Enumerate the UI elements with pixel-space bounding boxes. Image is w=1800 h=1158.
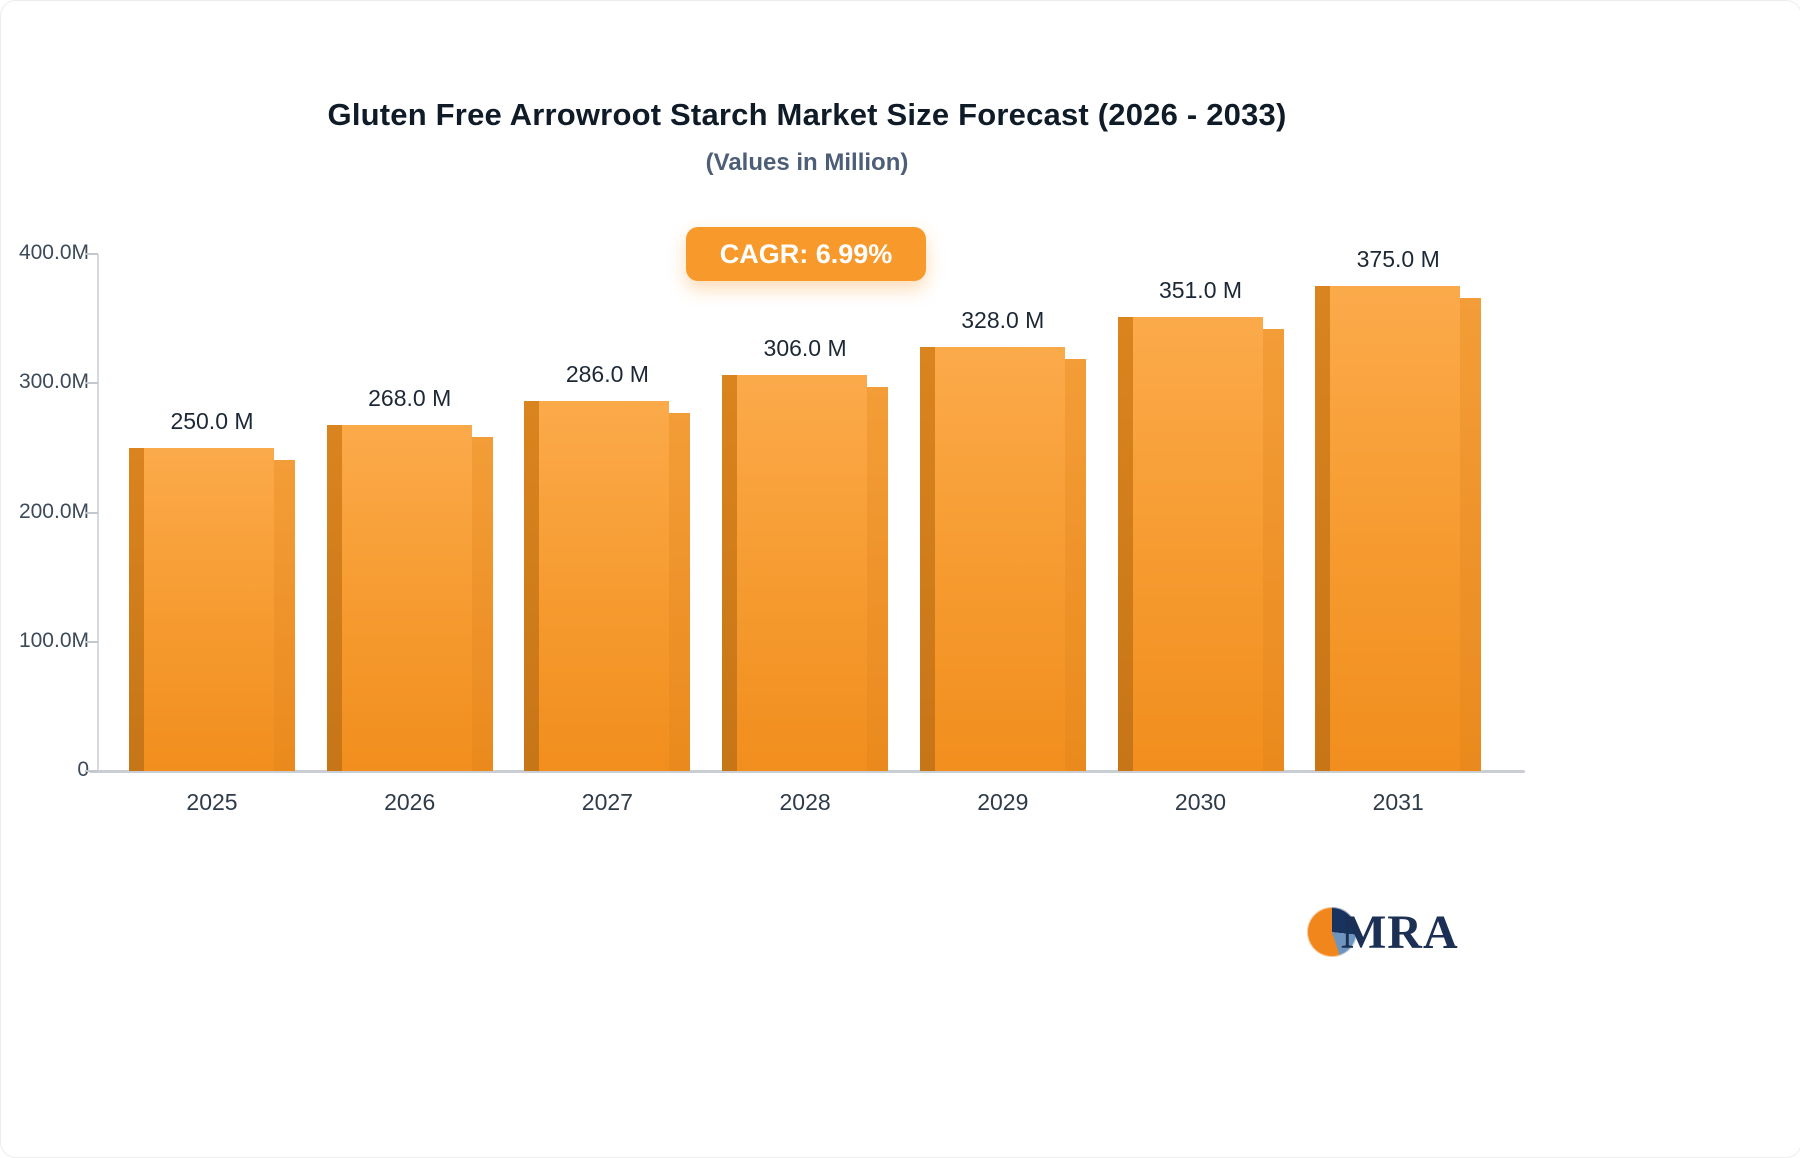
- y-axis-tick-label: 200.0M: [18, 499, 89, 523]
- bar-left-side-face: [129, 448, 144, 771]
- bar-2026[interactable]: [326, 425, 493, 771]
- y-axis-tick-label: 0: [77, 758, 89, 781]
- x-axis-category-label: 2026: [384, 789, 436, 815]
- y-axis-tick-label: 300.0M: [18, 370, 89, 394]
- y-axis-tick-label: 100.0M: [18, 628, 89, 652]
- mra-logo: MRA: [1307, 903, 1477, 961]
- bar-2029[interactable]: [919, 347, 1086, 771]
- x-axis-category-label: 2030: [1174, 789, 1227, 815]
- bar-2031[interactable]: [1315, 286, 1482, 771]
- x-axis-category-label: 2031: [1372, 789, 1424, 815]
- chart-subtitle: (Values in Million): [705, 149, 909, 176]
- bar-front-face: [144, 448, 274, 771]
- bar-2025[interactable]: [129, 448, 295, 771]
- bar-value-label: 375.0 M: [1356, 246, 1440, 272]
- bar-value-label: 306.0 M: [763, 335, 847, 361]
- cagr-badge: CAGR: 6.99%: [686, 227, 926, 281]
- bar-left-side-face: [524, 401, 540, 771]
- bar-value-label: 351.0 M: [1158, 277, 1243, 303]
- x-axis-category-label: 2025: [186, 789, 238, 815]
- bar-front-face: [934, 347, 1065, 771]
- mra-logo-text: MRA: [1341, 905, 1459, 959]
- x-axis-category-label: 2029: [977, 789, 1029, 815]
- bar-right-side-face: [471, 437, 493, 771]
- bar-value-label: 328.0 M: [961, 307, 1045, 333]
- bar-left-side-face: [919, 347, 935, 771]
- bar-value-label: 268.0 M: [368, 385, 452, 411]
- bar-front-face: [539, 401, 670, 771]
- bar-front-face: [1132, 317, 1263, 771]
- bar-right-side-face: [867, 387, 889, 771]
- y-axis-line: [97, 254, 99, 773]
- bar-2028[interactable]: [722, 375, 889, 771]
- bar-right-side-face: [1262, 329, 1284, 771]
- bar-left-side-face: [1117, 317, 1133, 771]
- y-axis-tick-mark: [85, 253, 98, 255]
- mra-pie-logo-icon: [1307, 907, 1357, 957]
- bar-right-side-face: [669, 413, 691, 771]
- bar-left-side-face: [1315, 286, 1331, 771]
- bar-value-label: 250.0 M: [170, 408, 254, 434]
- bar-front-face: [737, 375, 868, 771]
- x-axis-category-label: 2027: [581, 789, 633, 815]
- chart-title: Gluten Free Arrowroot Starch Market Size…: [327, 97, 1287, 132]
- bar-right-side-face: [1064, 359, 1086, 771]
- bar-2030[interactable]: [1117, 317, 1284, 771]
- y-axis-tick-mark: [85, 770, 98, 772]
- bar-left-side-face: [722, 375, 738, 771]
- y-axis-tick-mark: [85, 511, 98, 514]
- bar-front-face: [341, 425, 472, 771]
- bar-right-side-face: [1460, 298, 1482, 771]
- y-axis-tick-mark: [85, 640, 98, 643]
- bar-front-face: [1330, 286, 1461, 771]
- bar-2027[interactable]: [524, 401, 691, 771]
- bar-left-side-face: [326, 425, 342, 771]
- x-axis-line: [89, 770, 1525, 773]
- y-axis-tick-label: 400.0M: [18, 241, 89, 264]
- x-axis-category-label: 2028: [779, 789, 831, 815]
- bar-value-label: 286.0 M: [565, 361, 649, 387]
- bar-right-side-face: [274, 460, 295, 771]
- y-axis-tick-mark: [85, 382, 98, 385]
